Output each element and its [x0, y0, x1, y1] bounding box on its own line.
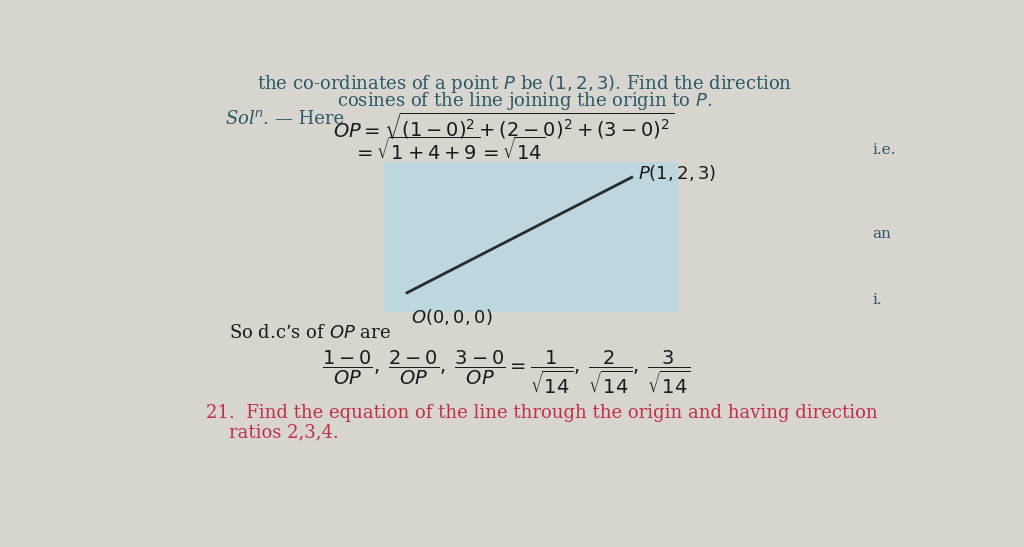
Text: i.: i.	[872, 293, 882, 307]
Text: $P(1,2,3)$: $P(1,2,3)$	[638, 164, 716, 183]
Text: Sol$^{n}$.: Sol$^{n}$.	[225, 110, 268, 129]
Text: i.e.: i.e.	[872, 143, 895, 156]
Bar	[384, 162, 678, 312]
Text: the co-ordinates of a point $P$ be $(1,2,3)$. Find the direction: the co-ordinates of a point $P$ be $(1,2…	[257, 73, 793, 95]
Text: $O(0,0,0)$: $O(0,0,0)$	[411, 307, 493, 327]
Text: an: an	[872, 228, 891, 241]
Text: $OP = \sqrt{(1-0)^2+(2-0)^2+(3-0)^2}$: $OP = \sqrt{(1-0)^2+(2-0)^2+(3-0)^2}$	[334, 110, 675, 141]
Text: ratios 2,3,4.: ratios 2,3,4.	[228, 424, 339, 441]
Text: cosines of the line joining the origin to $P$.: cosines of the line joining the origin t…	[337, 90, 713, 112]
Text: $\dfrac{1-0}{OP},\;\dfrac{2-0}{OP},\;\dfrac{3-0}{OP}= \dfrac{1}{\sqrt{14}},\;\df: $\dfrac{1-0}{OP},\;\dfrac{2-0}{OP},\;\df…	[322, 349, 691, 397]
Text: 21.  Find the equation of the line through the origin and having direction: 21. Find the equation of the line throug…	[206, 404, 878, 422]
Text: So d.c’s of $OP$ are: So d.c’s of $OP$ are	[228, 324, 391, 341]
Text: $= \sqrt{1+4+9} = \sqrt{14}$: $= \sqrt{1+4+9} = \sqrt{14}$	[352, 137, 545, 164]
Text: — Here: — Here	[275, 110, 344, 129]
